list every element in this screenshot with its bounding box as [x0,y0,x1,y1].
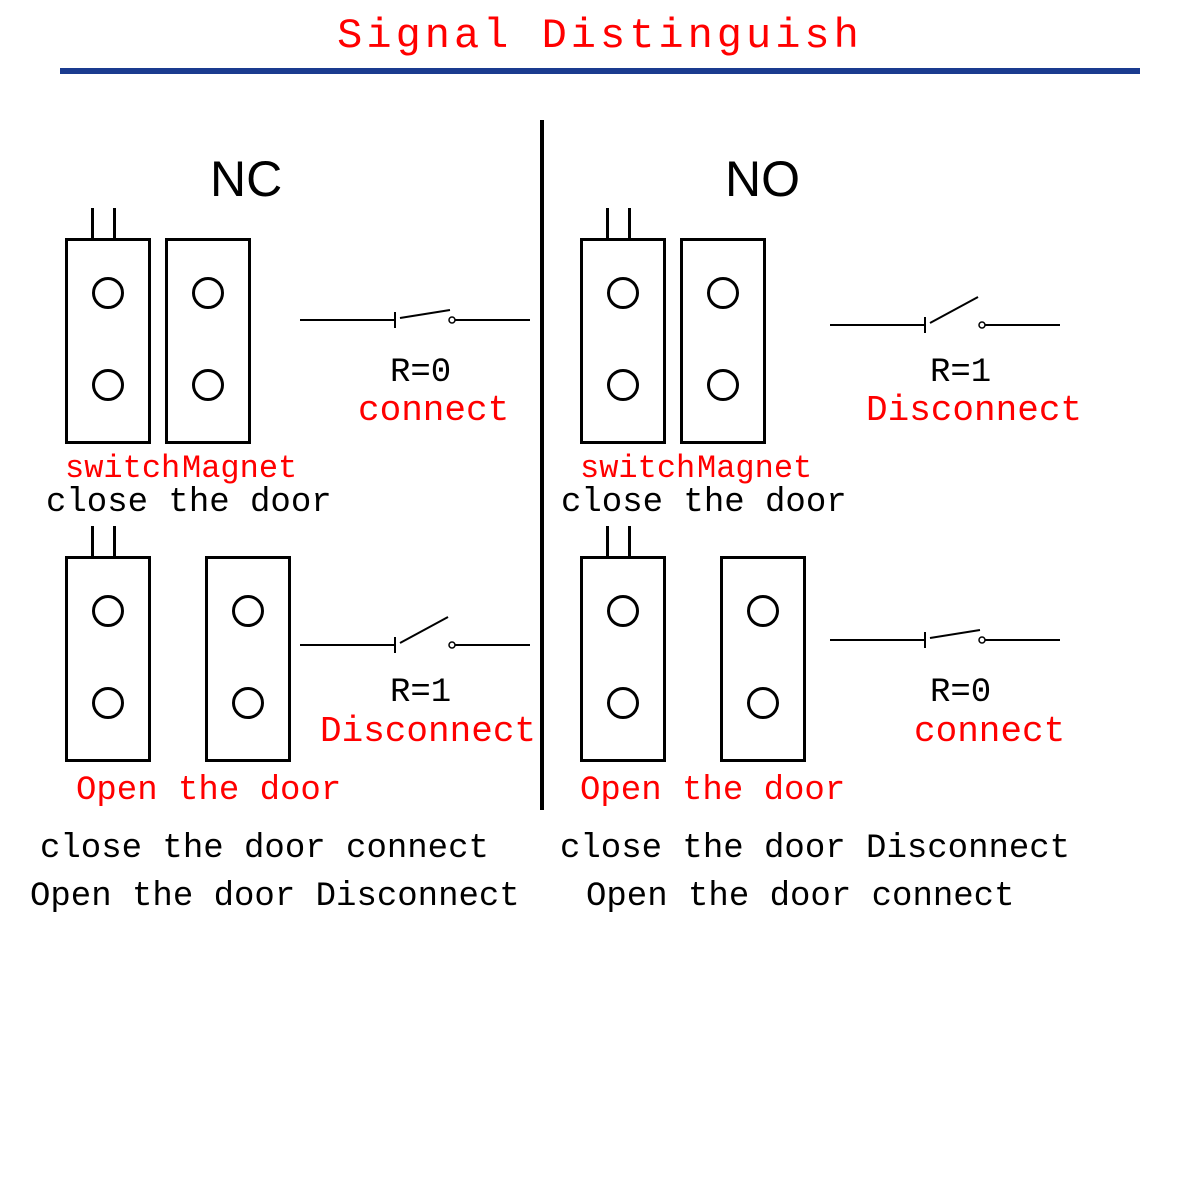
nc2-schematic-open [300,605,530,665]
switch-body [65,556,151,762]
no2-status-label: connect [914,711,1065,752]
no1-status-label: Disconnect [866,390,1082,431]
nc1-r-label: R=0 [390,354,451,392]
switch-body [65,238,151,444]
title-underline [60,68,1140,74]
nc2-status-label: Disconnect [320,711,536,752]
magnet-body [720,556,806,762]
no1-magnet-label: Magnet [697,450,812,487]
no-summary-2: Open the door connect [586,878,1014,916]
heading-no: NO [725,150,800,208]
page-title: Signal Distinguish [0,12,1200,60]
nc2-r-label: R=1 [390,674,451,712]
magnet-body [165,238,251,444]
no2-schematic-closed [830,610,1060,660]
no2-state-label: Open the door [580,772,845,810]
magnet-body [205,556,291,762]
nc1-state-label: close the door [46,484,332,522]
nc1-switch-label: switch [65,450,180,487]
no1-switch-label: switch [580,450,695,487]
no-summary-1: close the door Disconnect [560,830,1070,868]
no1-schematic-open [830,285,1060,345]
heading-nc: NC [210,150,282,208]
nc1-schematic-closed [300,290,530,340]
nc1-magnet-label: Magnet [182,450,297,487]
no1-state-label: close the door [561,484,847,522]
nc2-state-label: Open the door [76,772,341,810]
magnet-body [680,238,766,444]
nc1-status-label: connect [358,390,509,431]
no1-r-label: R=1 [930,354,991,392]
nc-summary-2: Open the door Disconnect [30,878,520,916]
no2-r-label: R=0 [930,674,991,712]
switch-body [580,556,666,762]
nc-summary-1: close the door connect [40,830,489,868]
switch-body [580,238,666,444]
vertical-separator [540,120,544,810]
